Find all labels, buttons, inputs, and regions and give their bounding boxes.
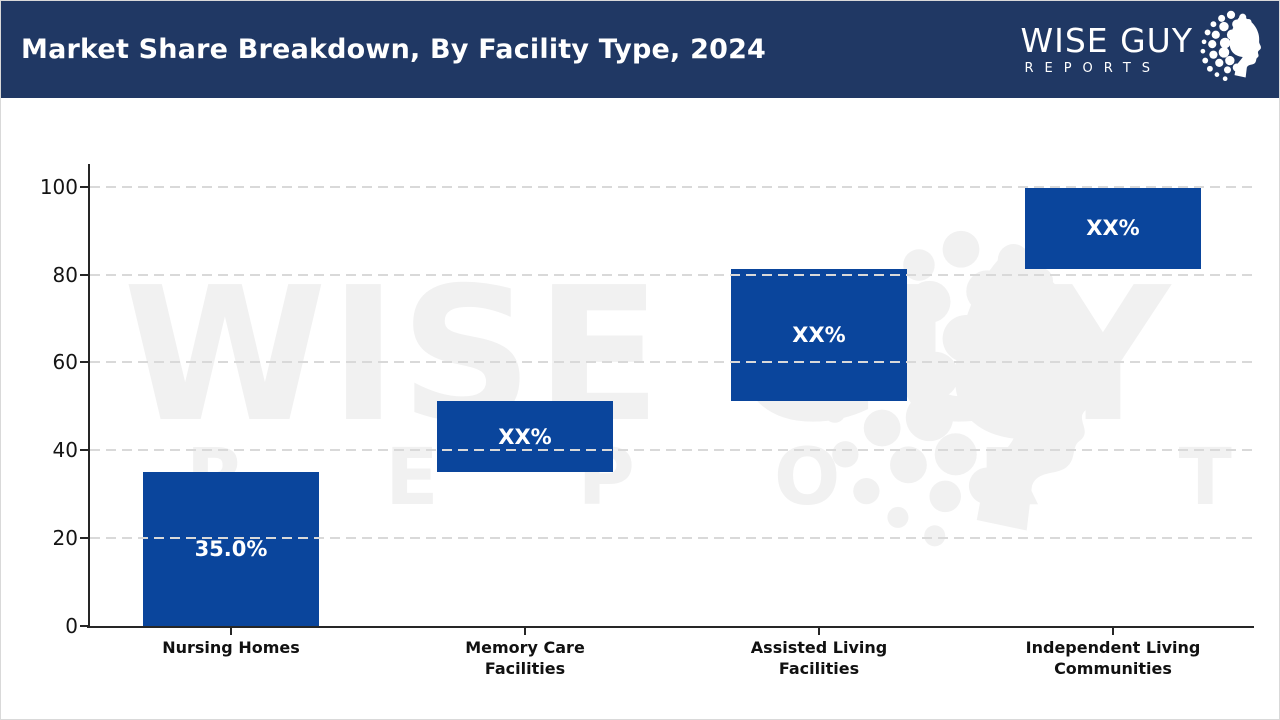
x-category-label-line: Memory Care [465,638,585,657]
x-category-label-line: Facilities [778,658,860,678]
y-tick-label: 100 [39,174,78,199]
gridline [90,449,1254,452]
x-category-label: Memory Care Facilities [395,638,655,680]
x-category-label-line: Independent Living [1025,638,1201,657]
x-category-label-line: Nursing Homes [162,638,300,657]
y-tick-label: 80 [52,262,78,287]
gridline [90,537,1254,540]
x-category-label-line: Communities [1054,658,1172,678]
y-tick-mark [80,537,88,540]
gridline [90,273,1254,276]
x-tick-mark [230,628,232,635]
gridline [90,185,1254,188]
bar-segment [143,472,319,626]
watermark-subtext: R E P O R T S [186,433,1280,523]
y-tick-label: 0 [65,614,78,638]
bar-value-label: 35.0% [194,537,268,562]
y-axis-line [88,164,90,628]
gridline [90,361,1254,364]
wiseguy-head-icon [1200,10,1261,81]
y-tick-label: 40 [52,438,78,463]
bar-segment [731,268,907,402]
bar-segment [1025,187,1201,269]
x-category-label-line: Assisted Living [750,638,888,657]
logo-wordmark: WISE GUY [1020,20,1193,60]
bar-value-label: XX% [1086,216,1140,241]
y-tick-mark [80,625,88,627]
logo-text: WISE GUY REPORTS [1020,24,1193,76]
logo-subtext: REPORTS [1024,60,1162,76]
x-category-label: Independent Living Communities [983,638,1243,680]
y-tick-mark [80,361,88,364]
y-tick-label: 60 [52,350,78,375]
bar-segment [437,401,613,473]
header-bar: Market Share Breakdown, By Facility Type… [1,1,1279,98]
y-tick-mark [80,449,88,452]
x-axis-line [87,626,1254,628]
x-category-label: Nursing Homes [101,638,361,659]
y-tick-mark [80,273,88,276]
y-tick-label: 20 [52,526,78,551]
watermark-head-icon [824,230,1096,547]
x-category-label-line: Facilities [484,658,566,678]
wiseguy-logo: WISE GUY REPORTS [1020,9,1267,91]
x-tick-mark [1112,628,1114,635]
bar-value-label: XX% [792,323,846,348]
page-title: Market Share Breakdown, By Facility Type… [21,34,767,65]
x-tick-mark [524,628,526,635]
y-tick-mark [80,185,88,188]
bar-value-label: XX% [498,424,552,449]
x-tick-mark [818,628,820,635]
x-category-label: Assisted Living Facilities [689,638,949,680]
